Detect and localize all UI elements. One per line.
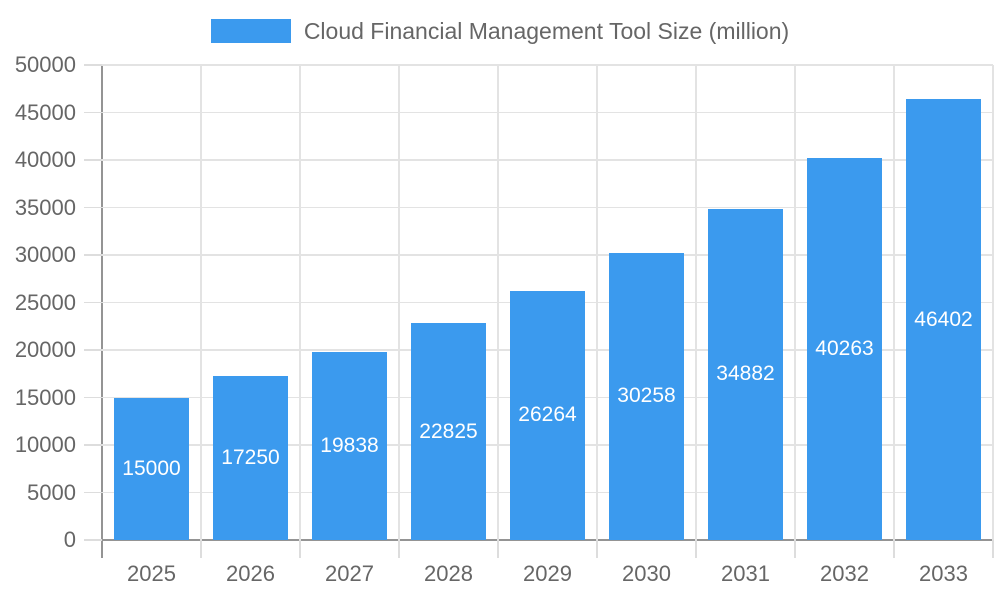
y-tick-label-50000: 50000	[14, 52, 76, 77]
legend: Cloud Financial Management Tool Size (mi…	[0, 8, 1000, 54]
bar-2032: 40263	[807, 157, 882, 540]
x-axis-line	[84, 539, 993, 541]
x-gridline-9	[992, 65, 994, 540]
x-gridline-7	[794, 65, 796, 540]
x-gridline-1	[200, 65, 202, 540]
bar-value-label-2031: 34882	[716, 362, 775, 386]
x-tick-8	[893, 540, 895, 558]
bar-value-label-2027: 19838	[320, 433, 379, 457]
bar-2027: 19838	[312, 351, 387, 540]
x-tick-label-2033: 2033	[919, 561, 968, 586]
plot-area: 0 5000 10000 15000 20000 25000 30000 35000 40000…	[15, 52, 994, 558]
y-tick-label-40000: 40000	[14, 147, 76, 172]
x-gridline-8	[893, 65, 895, 540]
x-tick-label-2030: 2030	[622, 561, 671, 586]
x-tick-6	[695, 540, 697, 558]
bar-2030: 30258	[609, 252, 684, 540]
y-axis-line	[101, 65, 103, 558]
y-tick-label-10000: 10000	[14, 432, 76, 457]
x-tick-2	[299, 540, 301, 558]
bar-value-label-2026: 17250	[221, 446, 280, 470]
x-tick-9	[992, 540, 994, 558]
bar-value-label-2033: 46402	[914, 307, 973, 331]
y-tick-45000	[84, 111, 102, 114]
x-tick-label-2032: 2032	[820, 561, 869, 586]
y-tick-15000	[84, 396, 102, 399]
bar-2028: 22825	[411, 323, 486, 540]
x-tick-label-2029: 2029	[523, 561, 572, 586]
x-tick-1	[200, 540, 202, 558]
x-tick-label-2025: 2025	[127, 561, 176, 586]
y-tick-5000	[84, 491, 102, 494]
bar-2025: 15000	[114, 397, 189, 540]
y-tick-label-30000: 30000	[14, 242, 76, 267]
y-tick-label-15000: 15000	[14, 384, 76, 410]
y-tick-10000	[84, 444, 102, 446]
y-tick-label-35000: 35000	[14, 194, 76, 220]
y-tick-20000	[84, 349, 102, 351]
legend-item[interactable]: Cloud Financial Management Tool Size (mi…	[210, 8, 790, 54]
y-tick-label-25000: 25000	[14, 289, 76, 315]
x-tick-5	[596, 540, 598, 558]
x-tick-label-2026: 2026	[226, 561, 275, 586]
y-tick-label-5000: 5000	[27, 479, 76, 505]
y-gridline-35000	[102, 206, 993, 209]
x-tick-label-2028: 2028	[424, 561, 473, 586]
y-tick-40000	[84, 159, 102, 161]
bar-2031: 34882	[708, 208, 783, 540]
bar-2029: 26264	[510, 290, 585, 540]
y-tick-50000	[84, 64, 102, 66]
x-tick-3	[398, 540, 400, 558]
y-tick-label-45000: 45000	[14, 99, 76, 125]
x-gridline-6	[695, 65, 697, 540]
y-gridline-30000	[102, 254, 993, 256]
x-gridline-2	[299, 65, 301, 540]
legend-label: Cloud Financial Management Tool Size (mi…	[303, 17, 790, 44]
x-tick-7	[794, 540, 796, 558]
y-gridline-45000	[102, 111, 993, 114]
x-gridline-4	[497, 65, 499, 540]
bar-value-label-2032: 40263	[815, 336, 874, 360]
bar-value-label-2028: 22825	[419, 419, 478, 443]
x-gridline-3	[398, 65, 400, 540]
x-tick-4	[497, 540, 499, 558]
x-tick-label-2027: 2027	[325, 561, 374, 586]
y-gridline-50000	[102, 64, 993, 66]
y-tick-0	[84, 539, 102, 541]
x-gridline-5	[596, 65, 598, 540]
y-tick-30000	[84, 254, 102, 256]
y-gridline-40000	[102, 159, 993, 161]
bar-value-label-2030: 30258	[617, 384, 676, 408]
y-tick-label-20000: 20000	[14, 337, 76, 362]
y-tick-35000	[84, 206, 102, 209]
x-tick-label-2031: 2031	[721, 561, 770, 586]
legend-swatch-icon	[210, 19, 291, 43]
y-tick-label-0: 0	[63, 527, 76, 552]
bar-2033: 46402	[906, 99, 981, 540]
bar-2026: 17250	[213, 376, 288, 540]
bar-value-label-2029: 26264	[518, 403, 577, 427]
bar-value-label-2025: 15000	[122, 456, 181, 480]
y-tick-25000	[84, 301, 102, 304]
